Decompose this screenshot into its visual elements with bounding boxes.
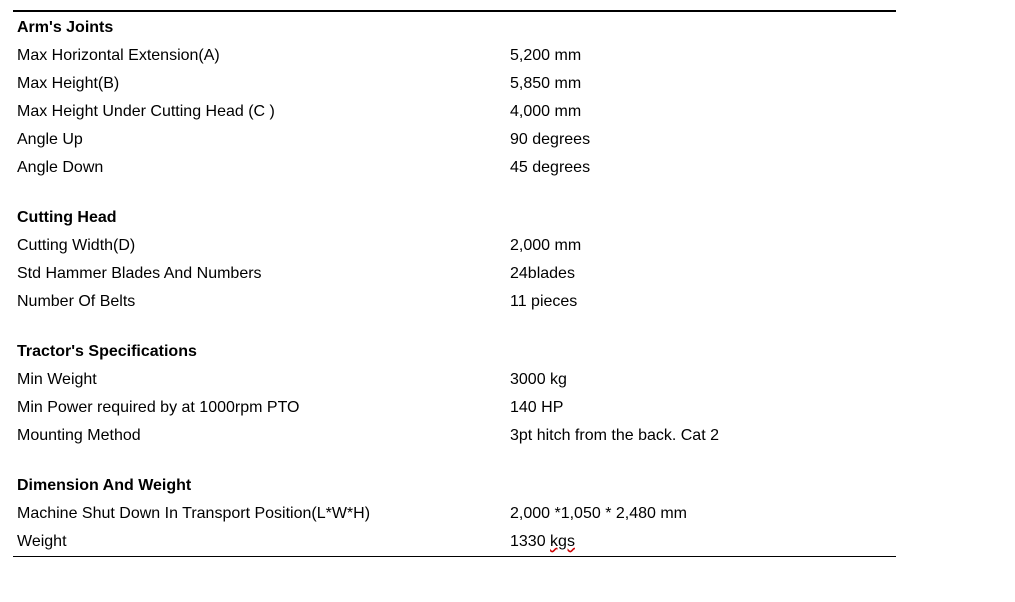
- spec-label: Min Power required by at 1000rpm PTO: [17, 399, 510, 417]
- section-cutting-head: Cutting Head Cutting Width(D) 2,000 mm S…: [13, 202, 896, 316]
- spec-row: Mounting Method 3pt hitch from the back.…: [13, 422, 896, 450]
- spec-row: Max Height Under Cutting Head (C ) 4,000…: [13, 98, 896, 126]
- spec-row: Max Horizontal Extension(A) 5,200 mm: [13, 42, 896, 70]
- section-arms-joints: Arm's Joints Max Horizontal Extension(A)…: [13, 12, 896, 182]
- spec-row: Cutting Width(D) 2,000 mm: [13, 232, 896, 260]
- spec-row: Max Height(B) 5,850 mm: [13, 70, 896, 98]
- spec-label: Min Weight: [17, 371, 510, 389]
- section-gap: [13, 450, 896, 470]
- spec-label: Machine Shut Down In Transport Position(…: [17, 505, 510, 523]
- spec-label: Weight: [17, 533, 510, 551]
- spec-value: 2,000 mm: [510, 237, 892, 255]
- spec-value: 24blades: [510, 265, 892, 283]
- section-gap: [13, 182, 896, 202]
- spec-row: Min Weight 3000 kg: [13, 366, 896, 394]
- spec-value: 5,850 mm: [510, 75, 892, 93]
- spec-row: Angle Down 45 degrees: [13, 154, 896, 182]
- spec-row: Weight 1330 kgs: [13, 528, 896, 556]
- spec-label: Std Hammer Blades And Numbers: [17, 265, 510, 283]
- spec-value: 3000 kg: [510, 371, 892, 389]
- spec-value: 140 HP: [510, 399, 892, 417]
- section-header: Dimension And Weight: [13, 474, 896, 500]
- spec-value: 2,000 *1,050 * 2,480 mm: [510, 505, 892, 523]
- section-tractor-specs: Tractor's Specifications Min Weight 3000…: [13, 336, 896, 450]
- spec-label: Cutting Width(D): [17, 237, 510, 255]
- section-dimension-weight: Dimension And Weight Machine Shut Down I…: [13, 470, 896, 556]
- spec-value: 45 degrees: [510, 159, 892, 177]
- spec-label: Mounting Method: [17, 427, 510, 445]
- section-header: Cutting Head: [13, 206, 896, 232]
- spec-value: 5,200 mm: [510, 47, 892, 65]
- spec-row: Std Hammer Blades And Numbers 24blades: [13, 260, 896, 288]
- spec-row: Machine Shut Down In Transport Position(…: [13, 500, 896, 528]
- spec-label: Max Height(B): [17, 75, 510, 93]
- spec-table: Arm's Joints Max Horizontal Extension(A)…: [13, 10, 896, 557]
- spec-label: Max Height Under Cutting Head (C ): [17, 103, 510, 121]
- spec-label: Angle Up: [17, 131, 510, 149]
- spec-value: 1330 kgs: [510, 533, 892, 551]
- spec-label: Number Of Belts: [17, 293, 510, 311]
- spec-value: 11 pieces: [510, 293, 892, 311]
- spec-row: Angle Up 90 degrees: [13, 126, 896, 154]
- section-header: Arm's Joints: [13, 16, 896, 42]
- spec-value: 4,000 mm: [510, 103, 892, 121]
- spec-value: 3pt hitch from the back. Cat 2: [510, 427, 892, 445]
- spec-label: Max Horizontal Extension(A): [17, 47, 510, 65]
- spec-value: 90 degrees: [510, 131, 892, 149]
- spec-row: Min Power required by at 1000rpm PTO 140…: [13, 394, 896, 422]
- section-header: Tractor's Specifications: [13, 340, 896, 366]
- section-gap: [13, 316, 896, 336]
- spec-label: Angle Down: [17, 159, 510, 177]
- spec-row: Number Of Belts 11 pieces: [13, 288, 896, 316]
